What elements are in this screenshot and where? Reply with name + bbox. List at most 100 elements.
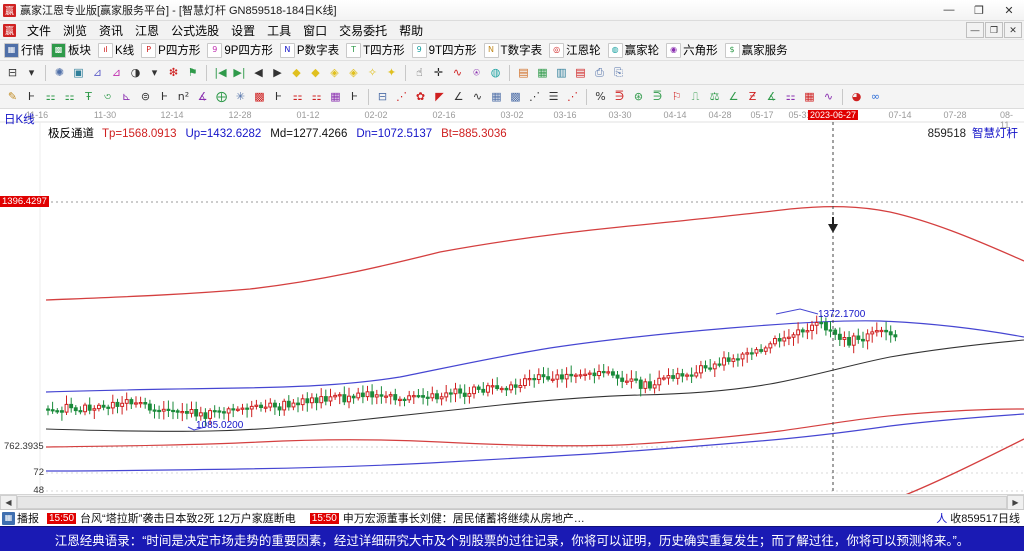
mdi-restore-button[interactable]: ❐	[985, 22, 1003, 38]
flag2-icon[interactable]: ⚐	[671, 90, 682, 103]
fan-icon[interactable]: ⍟	[473, 66, 480, 79]
bars-green-icon[interactable]: ⚏	[45, 90, 56, 103]
angle3-icon[interactable]: ∠	[728, 90, 739, 103]
mdi-close-button[interactable]: ✕	[1004, 22, 1022, 38]
menu-item-1[interactable]: 浏览	[63, 23, 88, 38]
arrow-pair-icon[interactable]: Ⱶ	[274, 90, 283, 103]
news-ticker[interactable]: ▦ 播报 15:50 台风“塔拉斯”袭击日本致2死 12万户家庭断电 15:50…	[0, 509, 1024, 526]
wave3-icon[interactable]: ∿	[823, 90, 834, 103]
diamond1-icon[interactable]: ◆	[292, 66, 301, 79]
pen-icon[interactable]: ✎	[7, 90, 18, 103]
wave2-icon[interactable]: ∿	[472, 90, 483, 103]
diamond4-icon[interactable]: ◈	[349, 66, 358, 79]
lines-red-icon[interactable]: ⋽	[614, 90, 625, 103]
trident2-icon[interactable]: Ⱶ	[160, 90, 169, 103]
grid3-icon[interactable]: ▩	[510, 90, 521, 103]
scroll-left-button[interactable]: ◀	[0, 494, 17, 509]
circle-cross-icon[interactable]: ⨁	[216, 90, 227, 103]
menu-item-2[interactable]: 资讯	[99, 23, 124, 38]
infinity-icon[interactable]: ∞	[870, 90, 881, 103]
table-icon[interactable]: ▦	[537, 66, 548, 79]
spiral-icon[interactable]: ৩	[103, 90, 112, 103]
toolbar-button-6[interactable]: T T四方形	[346, 42, 405, 58]
chart-bars2-icon[interactable]: ⊿	[111, 66, 122, 79]
toolbar-button-3[interactable]: P P四方形	[141, 42, 200, 58]
flag-icon[interactable]: ⚑	[187, 66, 198, 79]
toolbar-button-1[interactable]: ▩ 板块	[51, 42, 91, 58]
scrollbar-thumb[interactable]	[17, 495, 1007, 509]
toolbar-button-0[interactable]: ▦ 行情	[4, 42, 44, 58]
scroll-right-button[interactable]: ▶	[1007, 494, 1024, 509]
grid2-icon[interactable]: ▦	[491, 90, 502, 103]
table-red-icon[interactable]: ▦	[330, 90, 341, 103]
square-num-icon[interactable]: n²	[177, 90, 190, 103]
save-icon[interactable]: ▤	[575, 66, 586, 79]
lines-green-icon[interactable]: ⋽	[652, 90, 663, 103]
circle-green-icon[interactable]: ⊛	[633, 90, 644, 103]
fz-icon[interactable]: Ƶ	[748, 90, 757, 103]
prev-icon[interactable]: ◀	[254, 66, 263, 79]
toolbar-button-11[interactable]: ◉ 六角形	[666, 42, 718, 58]
grid-red-icon[interactable]: ▩	[254, 90, 265, 103]
candle-icon[interactable]: ◑	[130, 66, 141, 79]
crosshair-icon[interactable]: ✛	[433, 66, 444, 79]
network-icon[interactable]: ❇	[168, 66, 179, 79]
diamond2-icon[interactable]: ◆	[311, 66, 320, 79]
globe-icon[interactable]: ✺	[54, 66, 65, 79]
calendar-day-icon[interactable]: ⊟	[7, 66, 18, 79]
last-page-icon[interactable]: ▶|	[233, 66, 246, 79]
circle-line-icon[interactable]: ⊜	[140, 90, 151, 103]
chart-canvas[interactable]: 江恩工具软件 QQ:100800360 赢家 赢家聊吧	[0, 109, 1024, 509]
fan-red-icon[interactable]: ⋰	[396, 90, 407, 103]
menu-item-4[interactable]: 公式选股	[171, 23, 220, 38]
hh-icon[interactable]: Ⱶ	[350, 90, 359, 103]
toolbar-button-5[interactable]: N P数字表	[279, 42, 339, 58]
toolbar-button-9[interactable]: ◎ 江恩轮	[549, 42, 601, 58]
menu-item-8[interactable]: 交易委托	[339, 23, 388, 38]
angle2-icon[interactable]: ∠	[453, 90, 464, 103]
diamond6-icon[interactable]: ✦	[386, 66, 397, 79]
note-icon[interactable]: ▣	[73, 66, 84, 79]
scale-icon[interactable]: ⚖	[709, 90, 720, 103]
menu-item-6[interactable]: 工具	[267, 23, 292, 38]
bars-red-icon[interactable]: ⚏	[292, 90, 303, 103]
bars-green2-icon[interactable]: ⚏	[64, 90, 75, 103]
lines-icon[interactable]: ⋰	[529, 90, 540, 103]
menu-item-7[interactable]: 窗口	[303, 23, 328, 38]
first-page-icon[interactable]: |◀	[214, 66, 227, 79]
toolbar-button-2[interactable]: ıl K线	[98, 42, 134, 58]
hand-icon[interactable]: ☝	[416, 66, 423, 79]
toolbar-button-8[interactable]: N T数字表	[483, 42, 542, 58]
menu-item-5[interactable]: 设置	[231, 23, 256, 38]
export-icon[interactable]: ⎘	[614, 66, 623, 79]
pie-icon[interactable]: ◕	[851, 90, 862, 103]
spiral-red-icon[interactable]: ✿	[415, 90, 426, 103]
angle-icon[interactable]: ∡	[197, 90, 208, 103]
mdi-minimize-button[interactable]: —	[966, 22, 984, 38]
grid-icon[interactable]: ▥	[556, 66, 567, 79]
dropdown-arrow2-icon[interactable]: ▾	[151, 66, 158, 79]
trident-icon[interactable]: Ⱶ	[27, 90, 36, 103]
next-icon[interactable]: ▶	[273, 66, 282, 79]
calendar-icon[interactable]: ▤	[518, 66, 529, 79]
maximize-button[interactable]: ❐	[974, 4, 984, 17]
cycle-icon[interactable]: ◍	[490, 66, 501, 79]
print-icon[interactable]: ⎙	[595, 66, 604, 79]
toolbar-button-12[interactable]: $ 赢家服务	[724, 42, 788, 58]
box-icon[interactable]: ⊟	[377, 90, 388, 103]
diamond3-icon[interactable]: ◈	[330, 66, 339, 79]
news-text-1[interactable]: 台风“塔拉斯”袭击日本致2死 12万户家庭断电	[80, 513, 296, 525]
starburst-icon[interactable]: ✳	[235, 90, 246, 103]
close-button[interactable]: ✕	[1004, 4, 1014, 17]
fbars-icon[interactable]: Ŧ	[85, 90, 92, 103]
menu-item-9[interactable]: 帮助	[399, 23, 424, 38]
menu-item-3[interactable]: 江恩	[135, 23, 160, 38]
angle4-icon[interactable]: ∡	[766, 90, 777, 103]
menu-item-0[interactable]: 文件	[27, 23, 52, 38]
bars3-icon[interactable]: ⚏	[785, 90, 796, 103]
diamond5-icon[interactable]: ✧	[367, 66, 378, 79]
dropdown-arrow-icon[interactable]: ▾	[28, 66, 35, 79]
toolbar-button-10[interactable]: ◍ 赢家轮	[607, 42, 659, 58]
chart-bars-icon[interactable]: ⊿	[92, 66, 103, 79]
poly-icon[interactable]: ◤	[435, 90, 444, 103]
